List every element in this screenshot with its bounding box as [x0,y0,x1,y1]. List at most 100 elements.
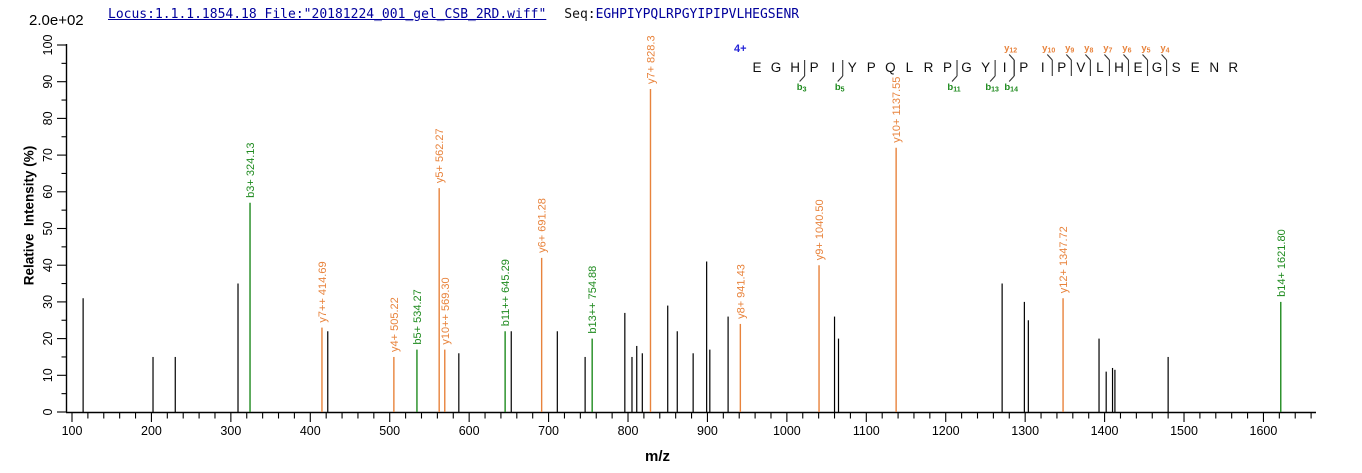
y-ion-cleavage-tick [1084,54,1091,61]
peak-label-b14+: b14+ 1621.80 [1276,229,1288,297]
y-ion-label-y9: y9 [1065,43,1074,55]
residue-letter: P [1019,60,1028,75]
y-ion-cleavage-tick [1161,54,1167,61]
peak-label-y5+: y5+ 562.27 [434,128,446,183]
residue-letter: I [831,60,835,75]
residue-letter: G [771,60,782,75]
y-ion-cleavage-tick [1123,54,1129,61]
intensity-scale-label: 2.0e+02 [29,12,84,29]
peak-label-y10+: y10+ 1137.55 [891,77,903,143]
peak-label-y7+: y7+ 828.3 [645,35,657,84]
x-tick-label: 500 [379,424,400,438]
precursor-charge: 4+ [734,43,747,55]
y-ion-cleavage-tick [1104,54,1110,61]
residue-letter: R [924,60,934,75]
peak-label-y6+: y6+ 691.28 [537,198,549,253]
y-tick-label: 20 [41,332,55,346]
peak-label-y4+: y4+ 505.22 [389,297,401,352]
y-ion-label-y5: y5 [1141,43,1150,55]
peak-label-b13++: b13++ 754.88 [587,266,599,334]
b-ion-cleavage-tick [799,75,806,82]
b-ion-cleavage-tick [951,75,958,82]
residue-letter: L [906,60,914,75]
peak-label-y10++: y10++ 569.30 [440,277,452,344]
peak-label-y12+: y12+ 1347.72 [1058,226,1070,293]
residue-letter: N [1209,60,1219,75]
b-ion-label-b13: b13 [985,82,999,94]
residue-letter: P [1057,60,1066,75]
residue-letter: V [1076,60,1085,75]
y-tick-label: 60 [41,185,55,199]
residue-letter: H [790,60,800,75]
y-ion-label-y6: y6 [1122,43,1131,55]
x-tick-label: 1200 [932,424,960,438]
x-tick-label: 900 [697,424,718,438]
residue-letter: I [1003,60,1007,75]
residue-letter: Y [848,60,857,75]
residue-letter: I [1041,60,1045,75]
b-ion-label-b5: b5 [835,82,845,94]
y-ion-cleavage-tick [1065,54,1072,61]
residue-letter: E [1133,60,1142,75]
residue-letter: S [1172,60,1181,75]
y-tick-label: 80 [41,111,55,125]
y-tick-label: 100 [41,35,55,56]
sequence-text: EGHPIYPQLRPGYIPIPVLHEGSENR [595,7,800,22]
x-tick-label: 700 [538,424,559,438]
peak-label-y9+: y9+ 1040.50 [814,199,826,260]
peak-label-y8+: y8+ 941.43 [735,264,747,319]
b-ion-label-b14: b14 [1004,82,1018,94]
peak-label-b11++: b11++ 645.29 [500,259,512,326]
residue-letter: P [810,60,819,75]
b-ion-cleavage-tick [989,75,996,82]
residue-letter: E [752,60,761,75]
b-ion-label-b3: b3 [797,82,807,94]
residue-letter: Q [885,60,896,75]
seq-label: Seq: [564,7,596,22]
y-ion-label-y4: y4 [1160,43,1169,55]
peak-label-y7++: y7++ 414.69 [317,261,329,322]
residue-letter: P [867,60,876,75]
y-ion-label-y12: y12 [1004,43,1017,55]
x-tick-label: 600 [459,424,480,438]
x-tick-label: 1600 [1250,424,1278,438]
y-tick-label: 40 [41,258,55,272]
x-tick-label: 200 [141,424,162,438]
x-tick-label: 100 [62,424,83,438]
x-tick-label: 1500 [1170,424,1198,438]
x-axis-title: m/z [645,448,671,465]
y-ion-cleavage-tick [1142,54,1148,61]
residue-letter: G [1152,60,1163,75]
locus-file-text: Locus:1.1.1.1854.18 File:"20181224_001_g… [108,7,547,22]
y-tick-label: 70 [41,148,55,162]
peak-label-b5+: b5+ 534.27 [412,289,424,344]
b-ion-label-b11: b11 [947,82,960,94]
b-ion-cleavage-tick [1008,75,1015,82]
y-ion-label-y7: y7 [1103,43,1112,55]
residue-letter: P [943,60,952,75]
x-tick-label: 400 [300,424,321,438]
x-tick-label: 1400 [1091,424,1119,438]
header: Locus:1.1.1.1854.18 File:"20181224_001_g… [108,7,799,22]
y-tick-label: 90 [41,75,55,89]
residue-letter: E [1191,60,1200,75]
peak-label-b3+: b3+ 324.13 [245,142,257,197]
y-tick-label: 10 [41,368,55,382]
residue-letter: H [1114,60,1124,75]
y-ion-cleavage-tick [1046,54,1053,61]
y-tick-label: 0 [41,408,55,415]
residue-letter: R [1228,60,1238,75]
residue-letter: Y [981,60,990,75]
residue-letter: G [961,60,972,75]
y-tick-label: 30 [41,295,55,309]
y-ion-cleavage-tick [1008,54,1015,61]
b-ion-cleavage-tick [837,75,844,82]
x-tick-label: 1000 [773,424,801,438]
x-tick-label: 1100 [853,424,880,438]
y-ion-label-y10: y10 [1042,43,1055,55]
x-tick-label: 1300 [1011,424,1039,438]
residue-letter: L [1096,60,1104,75]
y-ion-label-y8: y8 [1084,43,1093,55]
x-tick-label: 800 [618,424,639,438]
